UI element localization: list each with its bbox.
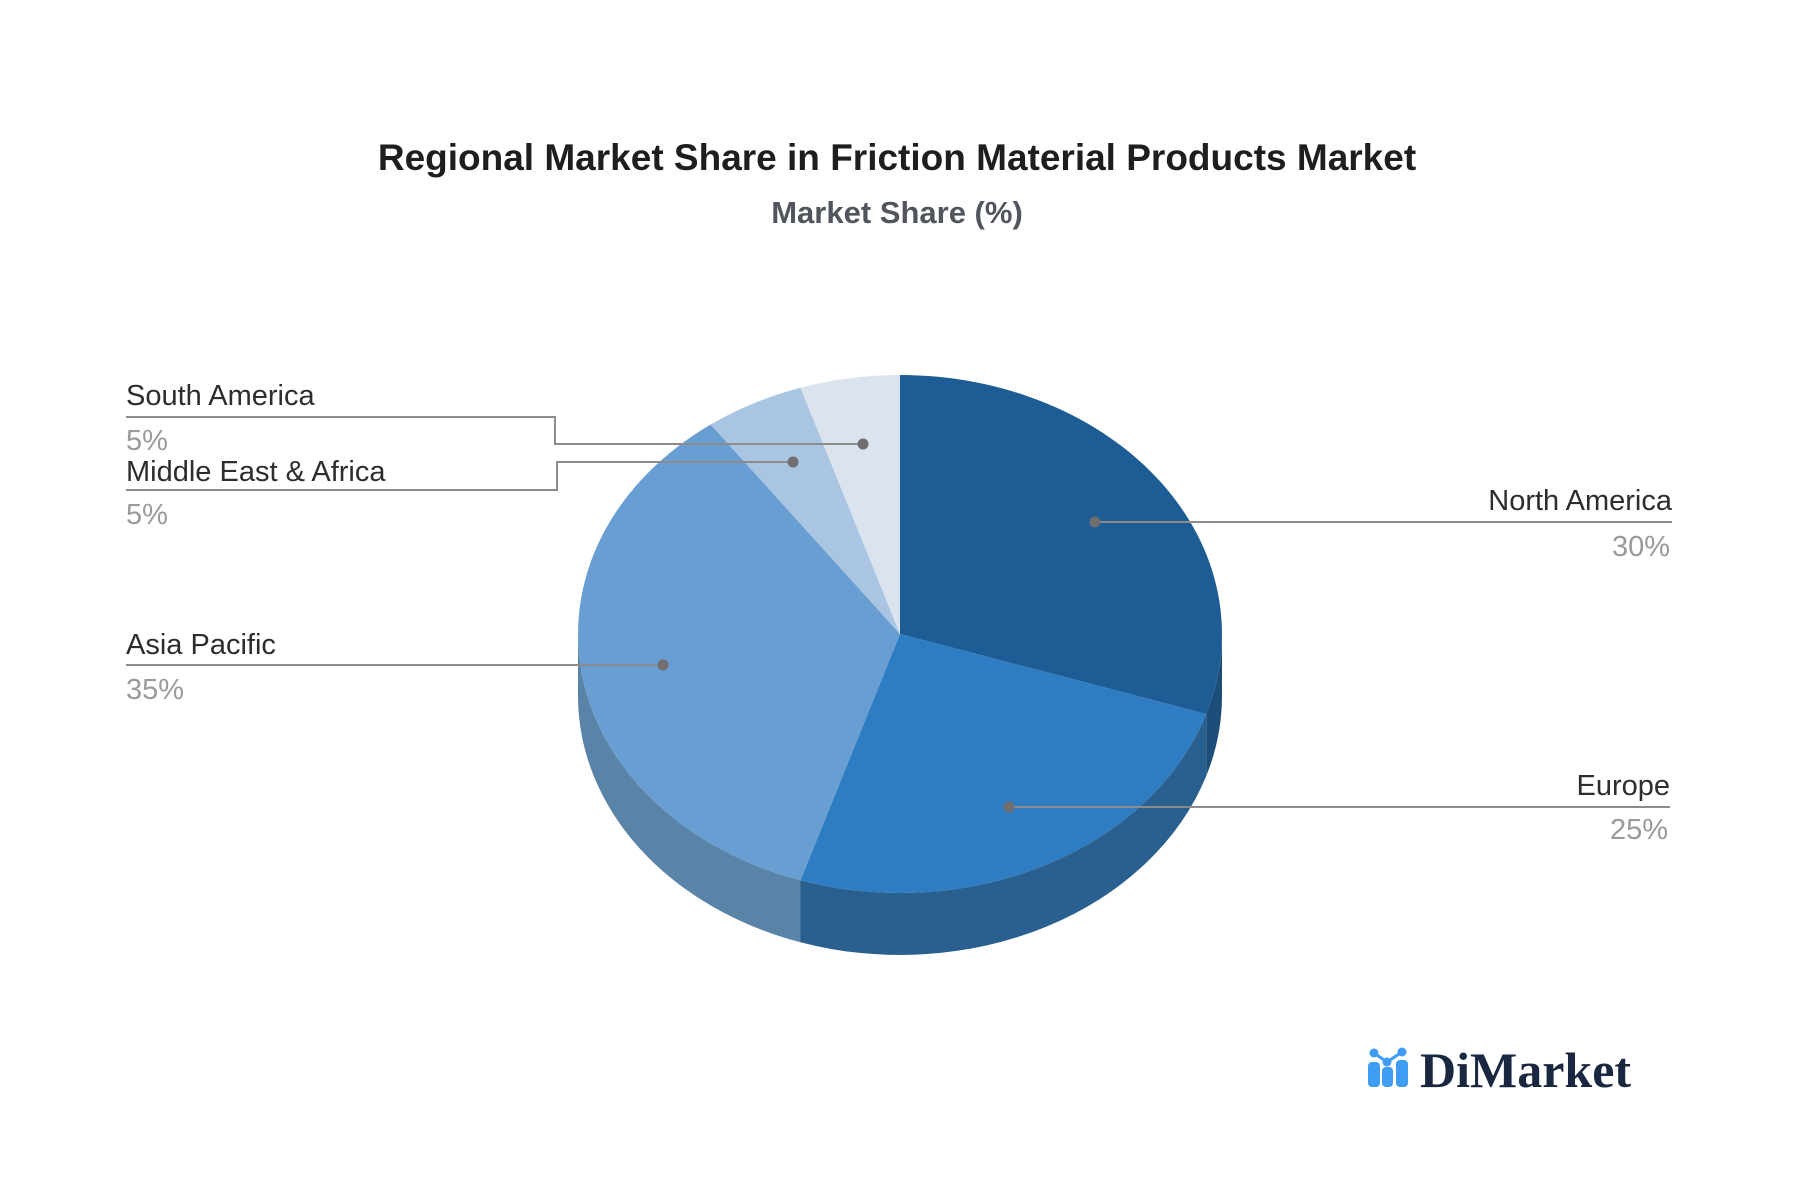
- callout-pct-asia-pacific: 35%: [126, 674, 184, 706]
- leader-lines-group: [126, 416, 1672, 813]
- pie-slice-side-north-america: [1206, 634, 1222, 776]
- leader-dot-middle-east-africa: [787, 456, 799, 468]
- leader-dot-south-america: [857, 438, 869, 450]
- pie-slice-south-america: [800, 375, 900, 634]
- pie-slices-group: [578, 375, 1222, 955]
- callout-label-europe: Europe: [1576, 770, 1670, 802]
- pie-slice-north-america: [900, 375, 1222, 714]
- leader-dot-europe: [1003, 801, 1015, 813]
- logo-text: DiMarket: [1420, 1042, 1631, 1098]
- callout-label-asia-pacific: Asia Pacific: [126, 629, 276, 661]
- callout-pct-europe: 25%: [1610, 814, 1668, 846]
- pie-slice-side-europe: [800, 714, 1207, 955]
- callout-pct-north-america: 30%: [1612, 531, 1670, 563]
- callout-label-north-america: North America: [1488, 485, 1673, 517]
- callout-pct-south-america: 5%: [126, 425, 168, 457]
- leader-line-middle-east-africa: [126, 461, 793, 491]
- chart-subtitle: Market Share (%): [771, 195, 1023, 230]
- pie-slice-europe: [800, 634, 1207, 893]
- leader-line-south-america: [126, 416, 863, 445]
- pie-slice-asia-pacific: [578, 424, 900, 881]
- leader-dot-asia-pacific: [657, 659, 669, 671]
- pie-slice-side-asia-pacific: [578, 634, 801, 943]
- pie-slice-middle-east-africa: [710, 387, 900, 634]
- callout-label-middle-east-africa: Middle East & Africa: [126, 456, 386, 488]
- chart-title: Regional Market Share in Friction Materi…: [378, 137, 1416, 178]
- logo: DiMarket: [1368, 1042, 1631, 1098]
- bar-line-chart-icon: [1368, 1047, 1408, 1087]
- callout-label-south-america: South America: [126, 380, 315, 412]
- leader-dot-north-america: [1089, 516, 1101, 528]
- callout-pct-middle-east-africa: 5%: [126, 499, 168, 531]
